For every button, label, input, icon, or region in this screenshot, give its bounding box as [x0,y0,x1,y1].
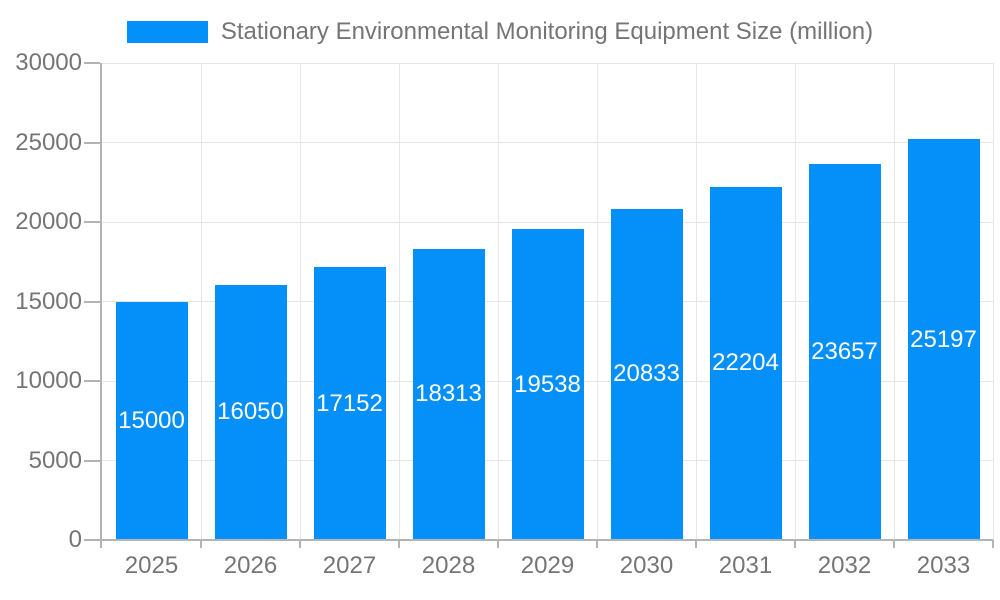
y-axis-tick [84,221,100,223]
v-gridline [695,63,697,540]
legend-series-label: Stationary Environmental Monitoring Equi… [220,18,874,45]
h-gridline [102,221,993,223]
chart-legend[interactable]: Stationary Environmental Monitoring Equi… [0,18,1000,46]
x-axis-tick-label: 2033 [916,552,971,579]
bar[interactable] [412,248,485,540]
x-axis-tick-label: 2029 [520,552,575,579]
legend-color-swatch [126,21,208,43]
bar[interactable] [808,163,881,540]
y-axis-tick-label: 5000 [28,446,82,474]
x-axis-tick-label: 2030 [619,552,674,579]
v-gridline [200,63,202,540]
y-axis-tick-label: 20000 [15,208,82,235]
bar-value-label: 16050 [217,398,284,426]
h-gridline [102,62,993,64]
bar-value-label: 19538 [514,370,581,398]
y-axis-tick-label: 10000 [15,367,82,394]
y-axis-tick [84,62,100,64]
v-gridline [794,63,796,540]
y-axis-tick [84,380,100,382]
v-gridline [893,63,895,540]
y-axis-line [100,63,102,548]
y-axis-tick-label: 30000 [15,49,82,76]
y-axis-tick [84,459,100,462]
x-axis-tick [497,540,499,548]
y-axis-tick [84,300,100,303]
x-axis-tick [200,540,202,548]
x-axis-line [100,539,993,541]
bar-value-label: 22204 [712,349,779,377]
x-axis-tick [794,540,796,548]
x-axis-tick [893,540,895,548]
v-gridline [596,63,598,540]
bar-value-label: 17152 [316,389,383,417]
x-axis-tick-label: 2031 [718,552,773,579]
bar-value-label: 25197 [910,325,977,353]
bar-value-label: 20833 [613,360,680,388]
x-axis-tick-label: 2025 [124,552,179,579]
bar[interactable] [709,186,782,540]
bar[interactable] [511,229,584,540]
bar[interactable] [313,267,386,540]
bar-value-label: 18313 [415,380,482,408]
x-axis-tick-label: 2028 [421,552,476,579]
y-axis-tick [84,539,100,541]
x-axis-tick-label: 2026 [223,552,278,579]
y-axis-tick-label: 15000 [15,287,82,315]
v-gridline [992,63,994,540]
bar[interactable] [907,139,980,540]
x-axis-tick-label: 2027 [322,552,377,579]
h-gridline [102,142,993,143]
x-axis-tick [992,540,994,548]
x-axis-tick [695,540,697,548]
x-axis-tick [299,540,301,548]
y-axis-tick-label: 25000 [15,128,82,156]
bar[interactable] [115,301,188,540]
v-gridline [497,63,499,540]
x-axis-tick [596,540,598,548]
v-gridline [398,63,400,540]
bar-value-label: 23657 [811,337,878,365]
y-axis-tick-label: 0 [68,526,82,553]
v-gridline [299,63,301,540]
y-axis-tick [84,141,100,144]
bar[interactable] [214,284,287,540]
x-axis-tick [398,540,400,548]
bar-value-label: 15000 [118,406,185,434]
x-axis-tick-label: 2032 [817,552,872,579]
bar[interactable] [610,208,683,540]
